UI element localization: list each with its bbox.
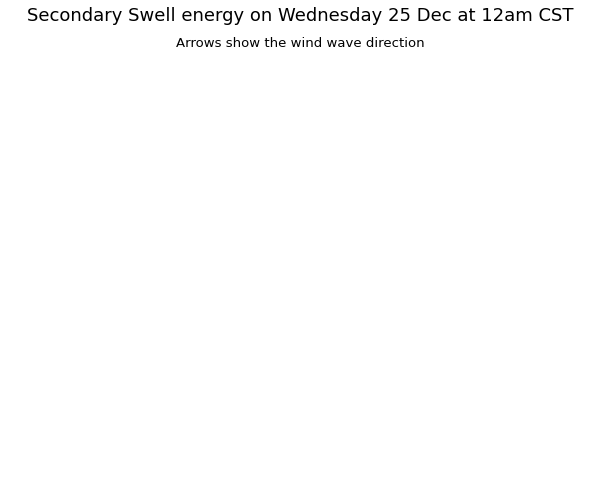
Text: Cartopy not available: Cartopy not available	[225, 265, 376, 279]
Text: Secondary Swell energy on Wednesday 25 Dec at 12am CST: Secondary Swell energy on Wednesday 25 D…	[27, 7, 574, 25]
Text: Arrows show the wind wave direction: Arrows show the wind wave direction	[176, 37, 425, 50]
